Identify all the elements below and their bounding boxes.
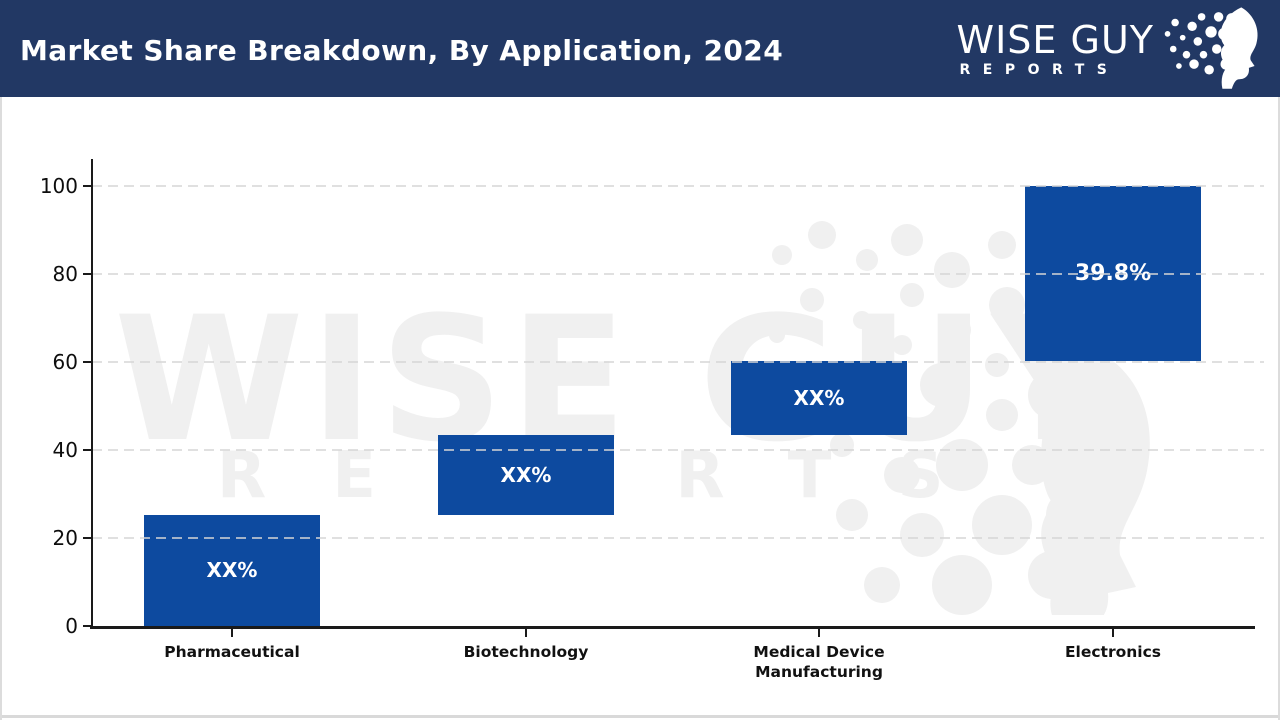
x-axis-tick [1112, 629, 1114, 637]
gridline [92, 185, 1264, 187]
header-bar: Market Share Breakdown, By Application, … [0, 0, 1280, 97]
y-axis-tick-label: 40 [52, 438, 78, 462]
y-axis-tick-label: 0 [65, 614, 78, 638]
y-axis-tick-label: 80 [52, 262, 78, 286]
bar-value-label: XX% [793, 386, 845, 411]
y-axis-tick [83, 273, 91, 275]
x-axis-category-label: Pharmaceutical [164, 643, 300, 661]
wiseguy-logo: WISE GUY REPORTS [957, 3, 1266, 95]
y-axis-tick [83, 625, 91, 627]
wiseguy-face-icon [1164, 6, 1258, 89]
y-axis-tick [83, 449, 91, 451]
y-axis-tick [83, 537, 91, 539]
x-axis-tick [525, 629, 527, 637]
x-axis-line [90, 626, 1255, 629]
y-axis-tick [83, 361, 91, 363]
y-axis-tick-label: 60 [52, 350, 78, 374]
gridline [92, 537, 1264, 539]
gridline [92, 361, 1264, 363]
gridline [92, 449, 1264, 451]
waterfall-bar: XX% [438, 435, 614, 515]
y-axis-tick-label: 100 [39, 174, 78, 198]
waterfall-bar: XX% [144, 514, 320, 626]
chart-area: WISE GUY REPORTS 020406080100XX%Pharmace… [0, 97, 1280, 720]
x-axis-tick [818, 629, 820, 637]
logo-subtitle: REPORTS [959, 61, 1120, 78]
y-axis-tick [83, 185, 91, 187]
bottom-divider [2, 715, 1278, 718]
gridline [92, 273, 1264, 275]
x-axis-category-label: Medical Device Manufacturing [753, 643, 885, 682]
x-axis-category-label: Biotechnology [463, 643, 589, 661]
y-axis-tick-label: 20 [52, 526, 78, 550]
bar-value-label: XX% [500, 462, 552, 487]
x-axis-category-label: Electronics [1064, 643, 1162, 661]
waterfall-bar: XX% [731, 361, 907, 436]
watermark-face-dots-icon [769, 221, 1150, 615]
y-axis-line [91, 159, 93, 629]
logo-wordmark: WISE GUY [956, 17, 1154, 62]
page-title: Market Share Breakdown, By Application, … [20, 34, 784, 67]
x-axis-tick [231, 629, 233, 637]
bar-value-label: XX% [206, 558, 258, 583]
